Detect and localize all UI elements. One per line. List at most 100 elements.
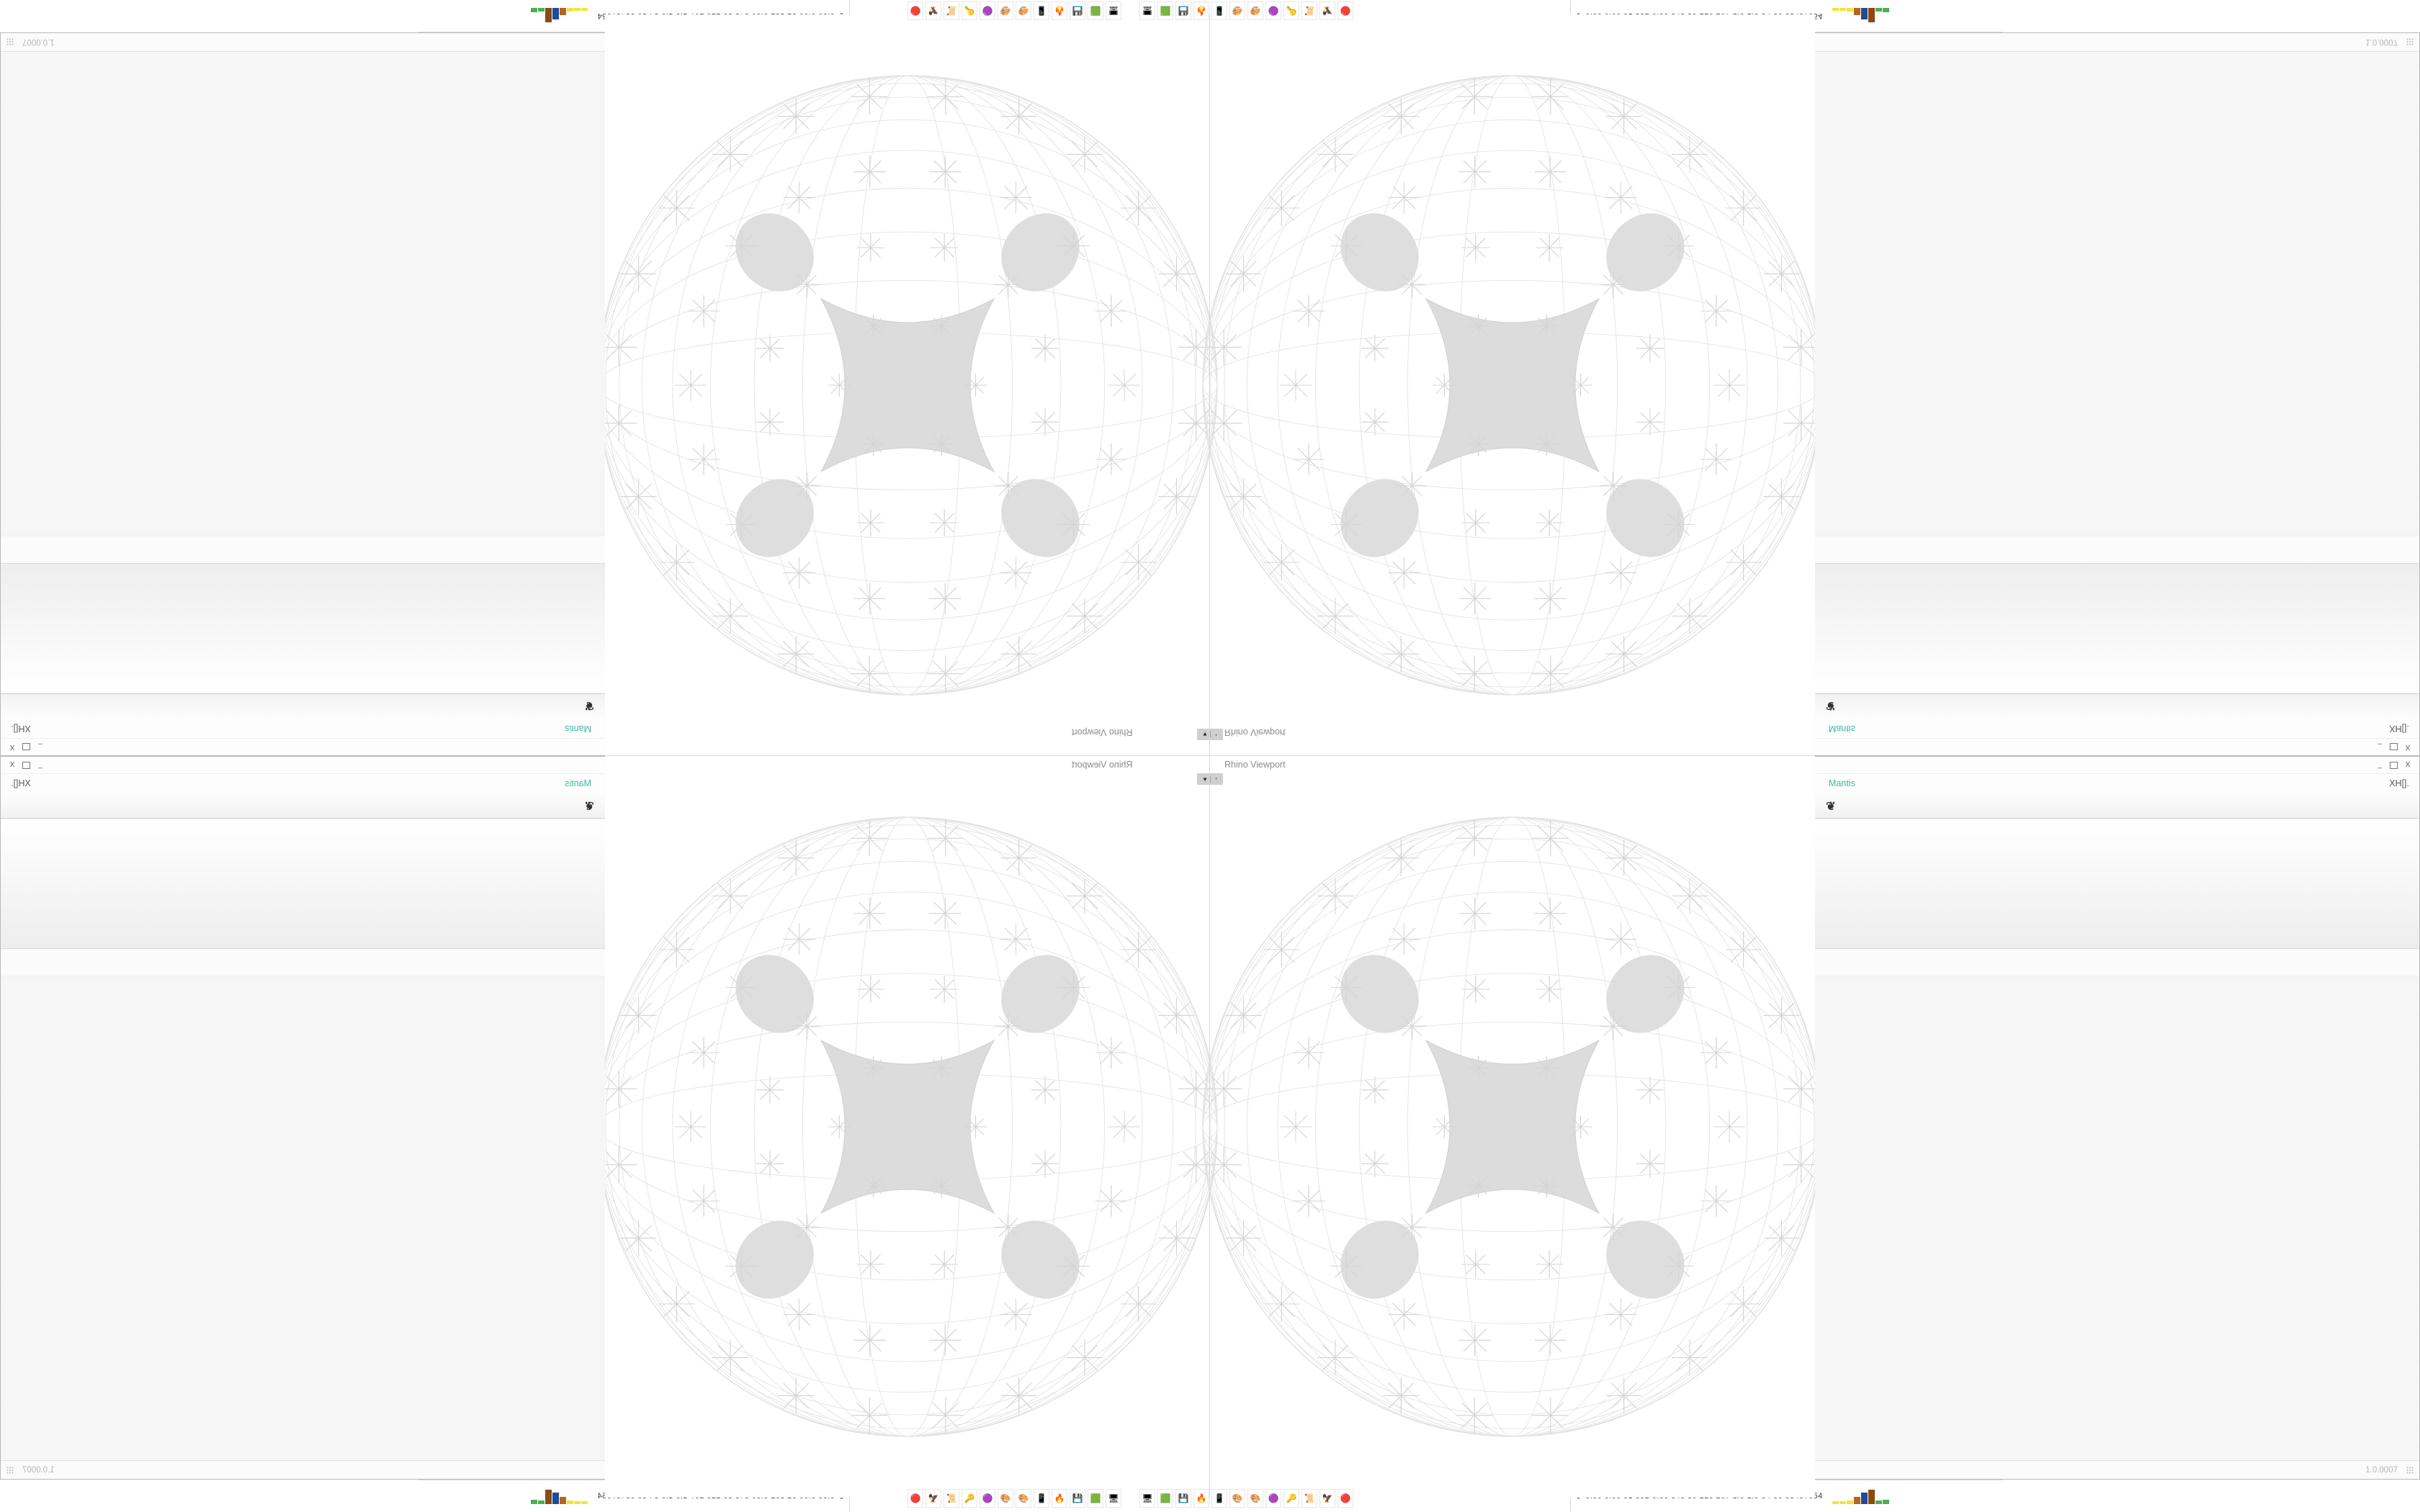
taskbar-icon-5[interactable]: 🎨: [998, 1, 1013, 20]
taskbar-icon-0[interactable]: 🖥: [1139, 1489, 1155, 1508]
minimize-button[interactable]: _: [2378, 761, 2382, 769]
tab-addon-mantis[interactable]: ❦: [1826, 801, 1836, 813]
taskbar-icon-1[interactable]: 🟩: [1157, 1489, 1173, 1508]
system-monitor-graph: [1832, 1488, 1889, 1504]
taskbar-icon-6[interactable]: 🎨: [1016, 1, 1031, 20]
taskbar-top: 🔴 🦅 📜 🔑 🟣 🎨 🎨 📱 🔥 💾 🟩 🖥 🖥 🟩 💾 🔥 📱 🎨 🎨 🟣 🔑 📜 🦅 🔴: [908, 1, 1353, 20]
taskbar-icon-11[interactable]: 🔴: [1337, 1, 1353, 20]
taskbar-icon-8[interactable]: 🔑: [1283, 1489, 1299, 1508]
monitor-bar-1: [1839, 8, 1846, 11]
close-button[interactable]: X: [2405, 743, 2411, 751]
taskbar-icon-9[interactable]: 📜: [1301, 1489, 1317, 1508]
taskbar-icon-11[interactable]: 🔴: [1337, 1489, 1353, 1508]
taskbar-group-left: 🔴 🦅 📜 🔑 🟣 🎨 🎨 📱 🔥 💾 🟩 🖥: [908, 1, 1121, 20]
document-name-label: XH[].: [2389, 724, 2409, 734]
taskbar-icon-8[interactable]: 🔥: [1052, 1489, 1067, 1508]
version-label: 1.0.0007: [22, 37, 55, 47]
document-name-label: XH[].: [11, 724, 31, 734]
taskbar-icon-7[interactable]: 🟣: [1265, 1, 1281, 20]
taskbar-icon-1[interactable]: 🦅: [926, 1, 941, 20]
maximize-button[interactable]: [2390, 743, 2398, 751]
resize-grip[interactable]: [2406, 1466, 2414, 1474]
rhino-viewport-tr[interactable]: [1210, 14, 1815, 756]
viewport-label-bl: Rhino Viewport: [1072, 760, 1133, 770]
taskbar-icon-10[interactable]: 🦅: [1319, 1, 1335, 20]
close-button[interactable]: X: [9, 743, 15, 751]
taskbar-icon-2[interactable]: 📜: [944, 1, 959, 20]
monitor-bar-4: [552, 8, 560, 19]
taskbar-icon-6[interactable]: 🎨: [1247, 1, 1263, 20]
menu-item-mantis[interactable]: Mantis: [1829, 778, 1855, 788]
tab-addon-mantis[interactable]: ❦: [584, 699, 594, 711]
viewport-tab-tl[interactable]: ▼: [1197, 729, 1216, 740]
menu-item-mantis[interactable]: Mantis: [565, 778, 591, 788]
taskbar-icon-5[interactable]: 🎨: [1229, 1489, 1245, 1508]
close-button[interactable]: X: [9, 761, 15, 769]
viewport-tab-bl[interactable]: ▼: [1197, 773, 1216, 785]
monitor-bar-3: [560, 1497, 567, 1504]
system-monitor-graph: [531, 1488, 588, 1504]
monitor-bar-0: [581, 1501, 588, 1504]
taskbar-icon-7[interactable]: 🟣: [1265, 1489, 1281, 1508]
taskbar-icon-10[interactable]: 🦅: [1319, 1489, 1335, 1508]
taskbar-icon-7[interactable]: 📱: [1034, 1489, 1049, 1508]
monitor-bar-0: [1832, 1501, 1839, 1504]
taskbar-icon-4[interactable]: 🟣: [980, 1489, 995, 1508]
resize-grip[interactable]: [6, 38, 14, 46]
resize-grip[interactable]: [2406, 38, 2414, 46]
maximize-button[interactable]: [2390, 761, 2398, 769]
taskbar-icon-7[interactable]: 📱: [1034, 1, 1049, 20]
rhino-viewport-br[interactable]: [1210, 756, 1815, 1498]
taskbar-icon-2[interactable]: 💾: [1175, 1, 1191, 20]
maximize-button[interactable]: [22, 743, 30, 751]
monitor-bar-6: [1875, 8, 1882, 12]
close-button[interactable]: X: [2405, 761, 2411, 769]
tab-addon-mantis[interactable]: ❦: [584, 801, 594, 813]
taskbar-icon-5[interactable]: 🎨: [998, 1489, 1013, 1508]
minimize-button[interactable]: _: [2378, 743, 2382, 751]
minimize-button[interactable]: _: [38, 761, 42, 769]
taskbar-icon-2[interactable]: 📜: [944, 1489, 959, 1508]
rhino-viewport-bl[interactable]: [605, 756, 1210, 1498]
taskbar-icon-11[interactable]: 🖥: [1106, 1489, 1121, 1508]
taskbar-icon-4[interactable]: 🟣: [980, 1, 995, 20]
taskbar-icon-10[interactable]: 🟩: [1088, 1489, 1103, 1508]
taskbar-icon-5[interactable]: 🎨: [1229, 1, 1245, 20]
monitor-bar-1: [574, 8, 581, 11]
viewport-label-br: Rhino Viewport: [1224, 760, 1286, 770]
taskbar-icon-6[interactable]: 🎨: [1016, 1489, 1031, 1508]
taskbar-icon-9[interactable]: 💾: [1070, 1, 1085, 20]
taskbar-icon-8[interactable]: 🔑: [1283, 1, 1299, 20]
monitor-bar-0: [1832, 8, 1839, 11]
taskbar-icon-4[interactable]: 📱: [1211, 1489, 1227, 1508]
taskbar-icon-3[interactable]: 🔑: [962, 1, 977, 20]
taskbar-icon-3[interactable]: 🔑: [962, 1489, 977, 1508]
resize-grip[interactable]: [6, 1466, 14, 1474]
taskbar-icon-8[interactable]: 🔥: [1052, 1, 1067, 20]
taskbar-icon-0[interactable]: 🔴: [908, 1489, 923, 1508]
taskbar-icon-0[interactable]: 🔴: [908, 1, 923, 20]
minimize-button[interactable]: _: [38, 743, 42, 751]
taskbar-icon-1[interactable]: 🦅: [926, 1489, 941, 1508]
taskbar-icon-1[interactable]: 🟩: [1157, 1, 1173, 20]
system-monitor-graph: [531, 8, 588, 24]
monitor-bar-6: [538, 1500, 545, 1504]
taskbar-group-right: 🖥 🟩 💾 🔥 📱 🎨 🎨 🟣 🔑 📜 🦅 🔴: [1139, 1, 1353, 20]
menu-item-mantis[interactable]: Mantis: [565, 724, 591, 734]
taskbar-icon-0[interactable]: 🖥: [1139, 1, 1155, 20]
taskbar-icon-2[interactable]: 💾: [1175, 1489, 1191, 1508]
menu-item-mantis[interactable]: Mantis: [1829, 724, 1855, 734]
taskbar-icon-3[interactable]: 🔥: [1193, 1489, 1209, 1508]
taskbar-icon-10[interactable]: 🟩: [1088, 1, 1103, 20]
maximize-button[interactable]: [22, 761, 30, 769]
version-label: 1.0.0007: [22, 1465, 55, 1475]
tab-addon-mantis[interactable]: ❦: [1826, 699, 1836, 711]
rhino-viewport-tl[interactable]: [605, 14, 1210, 756]
taskbar-icon-9[interactable]: 💾: [1070, 1489, 1085, 1508]
taskbar-icon-4[interactable]: 📱: [1211, 1, 1227, 20]
monitor-bar-7: [1882, 8, 1889, 12]
taskbar-icon-11[interactable]: 🖥: [1106, 1, 1121, 20]
taskbar-icon-6[interactable]: 🎨: [1247, 1489, 1263, 1508]
taskbar-icon-3[interactable]: 🔥: [1193, 1, 1209, 20]
taskbar-icon-9[interactable]: 📜: [1301, 1, 1317, 20]
